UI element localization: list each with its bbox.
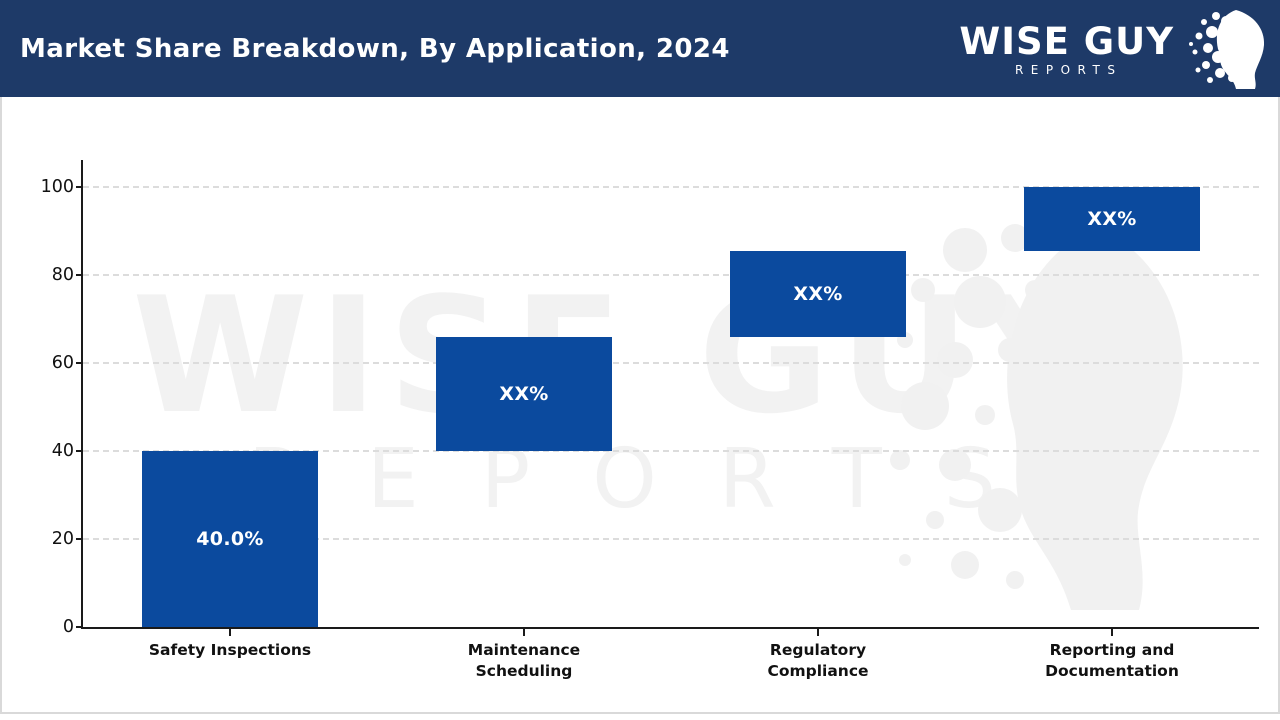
bar-maintenance-scheduling: XX% [436, 336, 612, 451]
gridline-60 [83, 362, 1259, 364]
y-tick-label-80: 80 [51, 265, 74, 285]
x-axis-label-line: Safety Inspections [148, 641, 312, 659]
page-title: Market Share Breakdown, By Application, … [20, 33, 730, 64]
bar-value-label-maintenance-scheduling: XX% [499, 382, 549, 405]
y-tick-label-0: 0 [62, 617, 74, 637]
bar-value-label-regulatory-compliance: XX% [793, 282, 843, 305]
y-tick-label-60: 60 [51, 353, 74, 373]
x-axis-label-line: Compliance [767, 662, 869, 680]
bar-reporting-and-documentation: XX% [1024, 187, 1200, 251]
watermark-subtext: REPORTS [248, 432, 1058, 527]
x-axis-label-line: Documentation [1045, 662, 1179, 680]
bar-regulatory-compliance: XX% [730, 250, 906, 337]
watermark-head-graphic [890, 224, 1183, 610]
x-axis-label-line: Regulatory [769, 641, 867, 659]
y-tick-mark-80 [76, 274, 83, 276]
bar-safety-inspections: 40.0% [142, 451, 318, 627]
x-tick-mark-reporting-and-documentation [1111, 629, 1113, 636]
x-axis-label-reporting-and-documentation: Reporting and Documentation [982, 640, 1242, 682]
bar-value-label-reporting-and-documentation: XX% [1087, 207, 1137, 230]
gridline-80 [83, 274, 1259, 276]
wiseguy-logo-text: WISE GUY REPORTS [959, 23, 1174, 76]
x-tick-mark-regulatory-compliance [817, 629, 819, 636]
x-axis-label-regulatory-compliance: Regulatory Compliance [688, 640, 948, 682]
y-tick-mark-0 [76, 626, 83, 628]
y-tick-label-100: 100 [40, 177, 74, 197]
wiseguy-logo: WISE GUY REPORTS [959, 8, 1268, 90]
x-axis-label-line: Scheduling [475, 662, 573, 680]
logo-wordmark: WISE GUY [959, 19, 1174, 63]
y-axis-line [81, 160, 83, 629]
y-tick-label-40: 40 [51, 441, 74, 461]
x-tick-mark-safety-inspections [229, 629, 231, 636]
bar-value-label-safety-inspections: 40.0% [196, 528, 264, 550]
x-axis-label-line: Maintenance [467, 641, 581, 659]
y-tick-mark-60 [76, 362, 83, 364]
x-tick-mark-maintenance-scheduling [523, 629, 525, 636]
y-tick-mark-100 [76, 186, 83, 188]
gridline-40 [83, 450, 1259, 452]
x-axis-label-maintenance-scheduling: Maintenance Scheduling [394, 640, 654, 682]
x-axis-label-safety-inspections: Safety Inspections [100, 640, 360, 661]
y-tick-mark-40 [76, 450, 83, 452]
gridline-100 [83, 186, 1259, 188]
gridline-20 [83, 538, 1259, 540]
x-axis-label-line: Reporting and [1049, 641, 1175, 659]
logo-subtext: REPORTS [1014, 62, 1123, 77]
y-tick-mark-20 [76, 538, 83, 540]
x-axis-line [81, 627, 1259, 629]
header-bar: Market Share Breakdown, By Application, … [0, 0, 1280, 97]
wiseguy-head-icon [1189, 10, 1265, 89]
y-tick-label-20: 20 [51, 529, 74, 549]
